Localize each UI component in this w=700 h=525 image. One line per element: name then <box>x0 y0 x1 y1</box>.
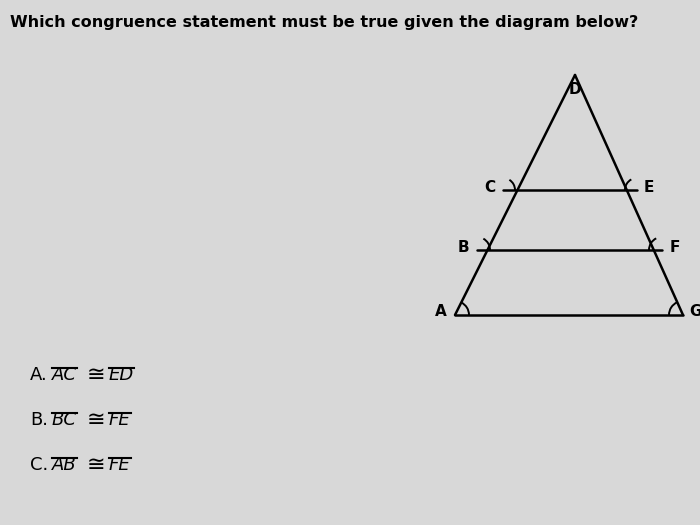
Text: C.: C. <box>30 456 48 474</box>
Text: ED: ED <box>109 366 134 384</box>
Text: B.: B. <box>30 411 48 429</box>
Text: E: E <box>644 180 654 194</box>
Text: AC: AC <box>52 366 77 384</box>
Text: G: G <box>690 304 700 320</box>
Text: A.: A. <box>30 366 48 384</box>
Text: AB: AB <box>52 456 77 474</box>
Text: F: F <box>670 239 680 255</box>
Text: C: C <box>484 180 496 194</box>
Text: ≅: ≅ <box>87 455 106 475</box>
Text: A: A <box>435 304 447 320</box>
Text: ≅: ≅ <box>87 410 106 430</box>
Text: B: B <box>457 239 469 255</box>
Text: FE: FE <box>109 411 131 429</box>
Text: FE: FE <box>108 456 130 474</box>
Text: Which congruence statement must be true given the diagram below?: Which congruence statement must be true … <box>10 15 638 30</box>
Text: BC: BC <box>52 411 77 429</box>
Text: ≅: ≅ <box>87 365 106 385</box>
Text: D: D <box>568 82 581 98</box>
